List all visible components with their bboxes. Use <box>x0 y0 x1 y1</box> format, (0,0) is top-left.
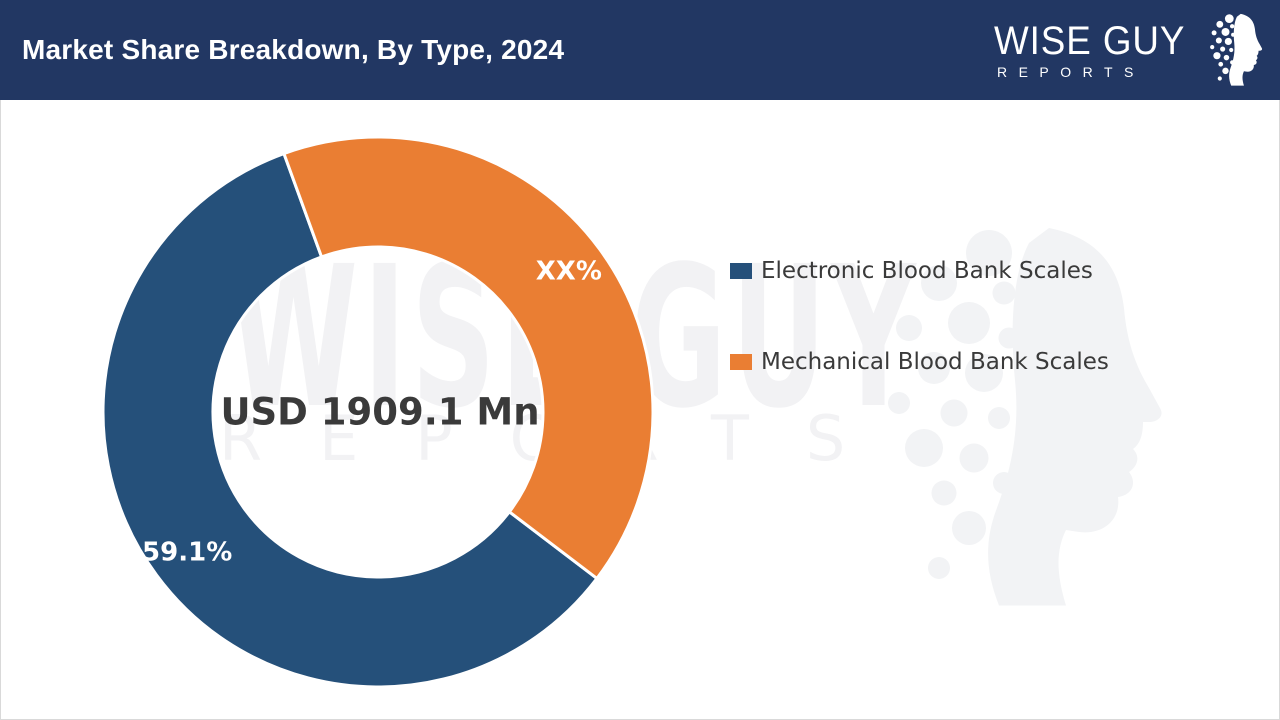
slice-label-electronic: 59.1% <box>142 538 232 568</box>
brand-face-icon <box>1206 12 1264 88</box>
legend-swatch-electronic <box>730 263 752 279</box>
slice-label-mechanical: XX% <box>536 256 602 286</box>
brand-name: WISE GUY <box>993 18 1186 63</box>
chart-area: WISE GUY REPORTS 59.1%XX% USD 1909.1 Mn … <box>0 100 1280 720</box>
center-value-label: USD 1909.1 Mn <box>220 391 539 434</box>
legend-item-mechanical: Mechanical Blood Bank Scales <box>730 349 1109 375</box>
brand-wordmark: WISE GUY REPORTS <box>994 21 1202 80</box>
donut-chart: 59.1% XX% USD 1909.1 Mn <box>101 135 655 689</box>
legend-label-electronic: Electronic Blood Bank Scales <box>761 258 1093 284</box>
donut-slice-electronic <box>101 152 599 689</box>
brand-logo: WISE GUY REPORTS <box>994 10 1264 90</box>
legend-swatch-mechanical <box>730 354 752 370</box>
legend-label-mechanical: Mechanical Blood Bank Scales <box>761 349 1109 375</box>
header-bar: Market Share Breakdown, By Type, 2024 WI… <box>0 0 1280 100</box>
donut-slice-mechanical <box>282 135 655 580</box>
brand-subname: REPORTS <box>996 63 1145 80</box>
legend-item-electronic: Electronic Blood Bank Scales <box>730 258 1093 284</box>
page-title: Market Share Breakdown, By Type, 2024 <box>22 34 565 65</box>
